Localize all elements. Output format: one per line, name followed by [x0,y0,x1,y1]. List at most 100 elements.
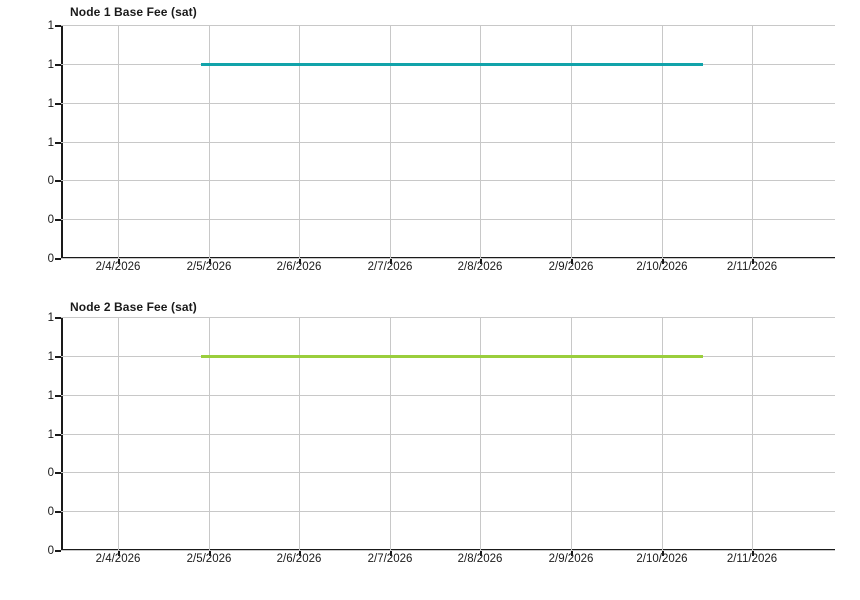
x-axis-tick [118,551,120,556]
x-axis-tick [390,551,392,556]
series-line [201,63,703,66]
gridline-horizontal [61,550,835,551]
y-axis-tick-label: 0 [47,545,54,557]
gridline-vertical [752,317,753,551]
gridline-vertical [299,317,300,551]
plot-area [55,25,835,264]
x-axis-tick-label: 2/5/2026 [186,553,232,565]
y-axis-tick-label: 1 [47,429,54,441]
x-axis-tick-label: 2/6/2026 [276,261,322,273]
y-axis-tick-label: 0 [47,467,54,479]
gridline-vertical [480,25,481,259]
gridline-horizontal [61,25,835,26]
y-axis-tick-label: 0 [47,175,54,187]
gridline-vertical [480,317,481,551]
y-axis-tick-label: 1 [47,98,54,110]
gridline-horizontal [61,317,835,318]
x-axis-tick-label: 2/10/2026 [636,261,688,273]
y-axis-tick [55,511,61,513]
x-axis-tick [118,259,120,264]
x-axis-tick-label: 2/11/2026 [726,261,778,273]
x-axis-tick-label: 2/10/2026 [636,553,688,565]
gridline-vertical [390,317,391,551]
y-axis-tick [55,356,61,358]
y-axis-tick [55,64,61,66]
chart-title: Node 1 Base Fee (sat) [70,5,197,19]
x-axis-tick-label: 2/8/2026 [457,261,503,273]
gridline-vertical [299,25,300,259]
y-axis-tick-label: 1 [47,390,54,402]
gridline-horizontal [61,434,835,435]
y-axis-tick [55,434,61,436]
y-axis-tick [55,25,61,27]
x-axis-tick [662,259,664,264]
y-axis-tick-label: 0 [47,253,54,265]
x-axis-labels: 2/4/2026 2/5/2026 2/6/2026 2/7/2026 2/8/2026… [61,553,835,573]
gridline-vertical [571,25,572,259]
x-axis-tick [390,259,392,264]
y-axis-tick [55,142,61,144]
x-axis-tick [571,259,573,264]
x-axis-tick-label: 2/7/2026 [367,553,413,565]
y-axis-tick-label: 1 [47,312,54,324]
y-axis-tick-label: 0 [47,214,54,226]
y-axis-tick [55,317,61,319]
x-axis-tick-label: 2/5/2026 [186,261,232,273]
y-axis-tick-label: 1 [47,137,54,149]
x-axis-tick [209,551,211,556]
y-axis-tick-label: 1 [47,20,54,32]
gridline-horizontal [61,511,835,512]
x-axis-tick-label: 2/6/2026 [276,553,322,565]
y-axis-tick [55,550,61,552]
x-axis-tick [299,551,301,556]
y-axis-tick-label: 0 [47,506,54,518]
y-axis-labels: 1 1 1 1 0 0 0 [36,20,54,265]
y-axis-tick [55,219,61,221]
y-axis-tick [55,472,61,474]
x-axis-tick [480,259,482,264]
chart-title: Node 2 Base Fee (sat) [70,300,197,314]
x-axis-tick [571,551,573,556]
x-axis-tick-label: 2/8/2026 [457,553,503,565]
y-axis-tick [55,258,61,260]
gridline-horizontal [61,395,835,396]
series-line [201,355,703,358]
x-axis-labels: 2/4/2026 2/5/2026 2/6/2026 2/7/2026 2/8/2026… [61,261,835,281]
x-axis-tick-label: 2/11/2026 [726,553,778,565]
x-axis-tick [480,551,482,556]
gridline-vertical [571,317,572,551]
x-axis-tick-label: 2/9/2026 [548,261,594,273]
gridline-horizontal [61,472,835,473]
y-axis-tick [55,395,61,397]
y-axis-tick-label: 1 [47,59,54,71]
gridline-vertical [390,25,391,259]
gridline-vertical [118,25,119,259]
y-axis-tick [55,103,61,105]
x-axis-tick-label: 2/4/2026 [95,261,141,273]
gridline-horizontal [61,180,835,181]
gridline-vertical [662,317,663,551]
x-axis-tick-label: 2/9/2026 [548,553,594,565]
x-axis-tick [209,259,211,264]
gridline-vertical [118,317,119,551]
y-axis-labels: 1 1 1 1 0 0 0 [36,312,54,557]
gridline-horizontal [61,258,835,259]
x-axis-tick [752,551,754,556]
gridline-vertical [752,25,753,259]
gridline-vertical [662,25,663,259]
x-axis-tick [662,551,664,556]
x-axis-tick [752,259,754,264]
x-axis-tick-label: 2/4/2026 [95,553,141,565]
gridline-horizontal [61,103,835,104]
gridline-horizontal [61,142,835,143]
gridline-vertical [209,25,210,259]
y-axis-tick-label: 1 [47,351,54,363]
x-axis-tick [299,259,301,264]
y-axis-tick [55,180,61,182]
gridline-vertical [209,317,210,551]
x-axis-tick-label: 2/7/2026 [367,261,413,273]
plot-area [55,317,835,556]
gridline-horizontal [61,219,835,220]
